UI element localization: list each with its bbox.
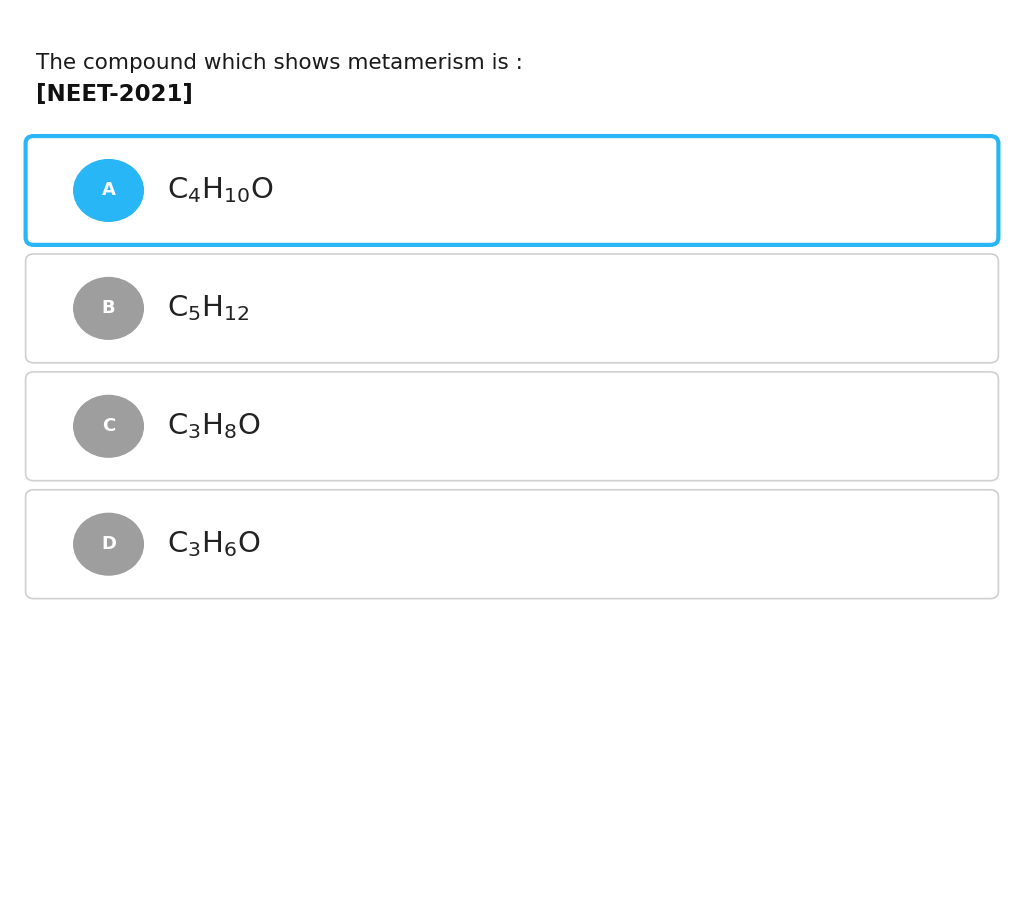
Text: $\mathregular{C_{3}H_{6}O}$: $\mathregular{C_{3}H_{6}O}$ <box>167 530 260 559</box>
Text: [NEET-2021]: [NEET-2021] <box>36 83 193 106</box>
Circle shape <box>74 395 143 457</box>
Circle shape <box>74 278 143 339</box>
FancyBboxPatch shape <box>26 490 998 599</box>
FancyBboxPatch shape <box>26 136 998 245</box>
Text: A: A <box>101 181 116 200</box>
FancyBboxPatch shape <box>26 254 998 363</box>
Text: B: B <box>101 299 116 317</box>
FancyBboxPatch shape <box>26 372 998 481</box>
Text: $\mathregular{C_{5}H_{12}}$: $\mathregular{C_{5}H_{12}}$ <box>167 294 249 323</box>
Text: $\mathregular{C_{3}H_{8}O}$: $\mathregular{C_{3}H_{8}O}$ <box>167 412 260 441</box>
Circle shape <box>74 513 143 575</box>
Circle shape <box>74 160 143 221</box>
Text: C: C <box>102 417 115 435</box>
Text: The compound which shows metamerism is :: The compound which shows metamerism is : <box>36 53 522 73</box>
Text: D: D <box>101 535 116 553</box>
Text: $\mathregular{C_{4}H_{10}O}$: $\mathregular{C_{4}H_{10}O}$ <box>167 176 273 205</box>
